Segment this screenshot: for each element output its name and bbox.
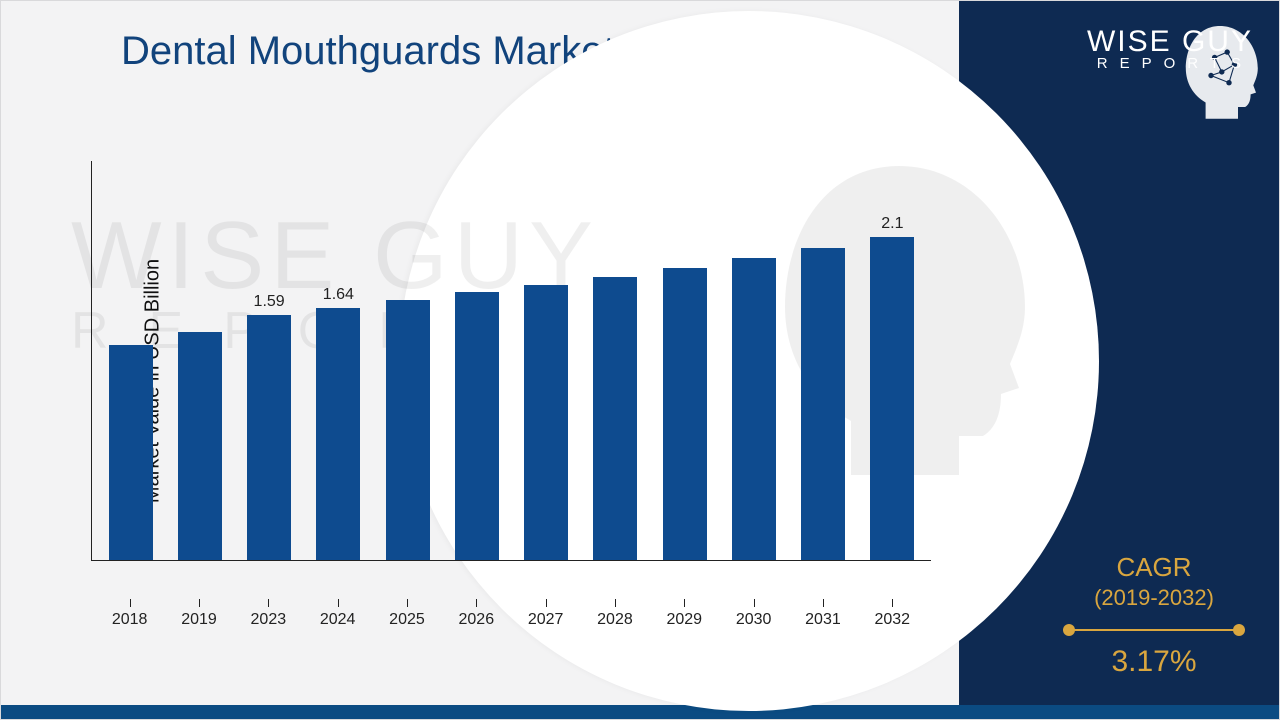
cagr-separator [1069, 629, 1239, 631]
cagr-period: (2019-2032) [1029, 585, 1279, 611]
x-axis-ticks: 2018 2019 2023 2024 2025 2026 2027 2028 2029 2030… [91, 611, 931, 629]
bar [870, 237, 914, 560]
cagr-box: CAGR (2019-2032) 3.17% [1029, 552, 1279, 679]
bar-value-label: 2.1 [862, 215, 922, 233]
bar-wrap [447, 292, 507, 560]
bar-wrap [655, 268, 715, 560]
bar [593, 277, 637, 560]
bar [247, 315, 291, 560]
plot-area: 1.591.642.1 [91, 161, 931, 561]
bar-wrap [101, 345, 161, 560]
bar-wrap [170, 332, 230, 560]
chart-title: Dental Mouthguards Market [121, 29, 615, 74]
bar [524, 285, 568, 560]
x-tick-label: 2029 [654, 611, 714, 629]
x-tick-label: 2031 [793, 611, 853, 629]
logo-text-wise: WISE [1087, 25, 1172, 58]
bar [732, 258, 776, 560]
bar-wrap [516, 285, 576, 560]
x-tick-label: 2023 [238, 611, 298, 629]
x-tick-label: 2025 [377, 611, 437, 629]
x-tick-label: 2027 [516, 611, 576, 629]
bar [455, 292, 499, 560]
cagr-value: 3.17% [1029, 645, 1279, 679]
bar [663, 268, 707, 560]
bar [316, 308, 360, 560]
bar-wrap [585, 277, 645, 560]
bar [109, 345, 153, 560]
x-tick-label: 2018 [100, 611, 160, 629]
bottom-strip [1, 705, 1279, 719]
bar [178, 332, 222, 560]
bar-wrap [724, 258, 784, 560]
bar [801, 248, 845, 560]
report-card: WISE GUY REPORTS Dental Mouthguards Mark… [0, 0, 1280, 720]
x-tick-label: 2019 [169, 611, 229, 629]
bar-chart: Market Value in USD Billion 1.591.642.1 … [51, 161, 931, 601]
x-tick-label: 2028 [585, 611, 645, 629]
x-tick-label: 2032 [862, 611, 922, 629]
x-tick-label: 2030 [724, 611, 784, 629]
logo-text-guy: GUY [1172, 25, 1253, 58]
bars-container: 1.591.642.1 [92, 161, 931, 560]
bar-wrap: 1.59 [239, 315, 299, 560]
x-tick-label: 2024 [308, 611, 368, 629]
bar-wrap [793, 248, 853, 560]
bar-value-label: 1.59 [239, 293, 299, 311]
bar-wrap [378, 300, 438, 560]
bar-value-label: 1.64 [308, 286, 368, 304]
bar-wrap: 2.1 [862, 237, 922, 560]
brand-logo: WISE GUY REPORTS [1087, 25, 1253, 72]
bar-wrap: 1.64 [308, 308, 368, 560]
bar [386, 300, 430, 560]
x-tick-label: 2026 [446, 611, 506, 629]
cagr-label: CAGR [1029, 552, 1279, 583]
logo-text-reports: REPORTS [1087, 55, 1253, 72]
